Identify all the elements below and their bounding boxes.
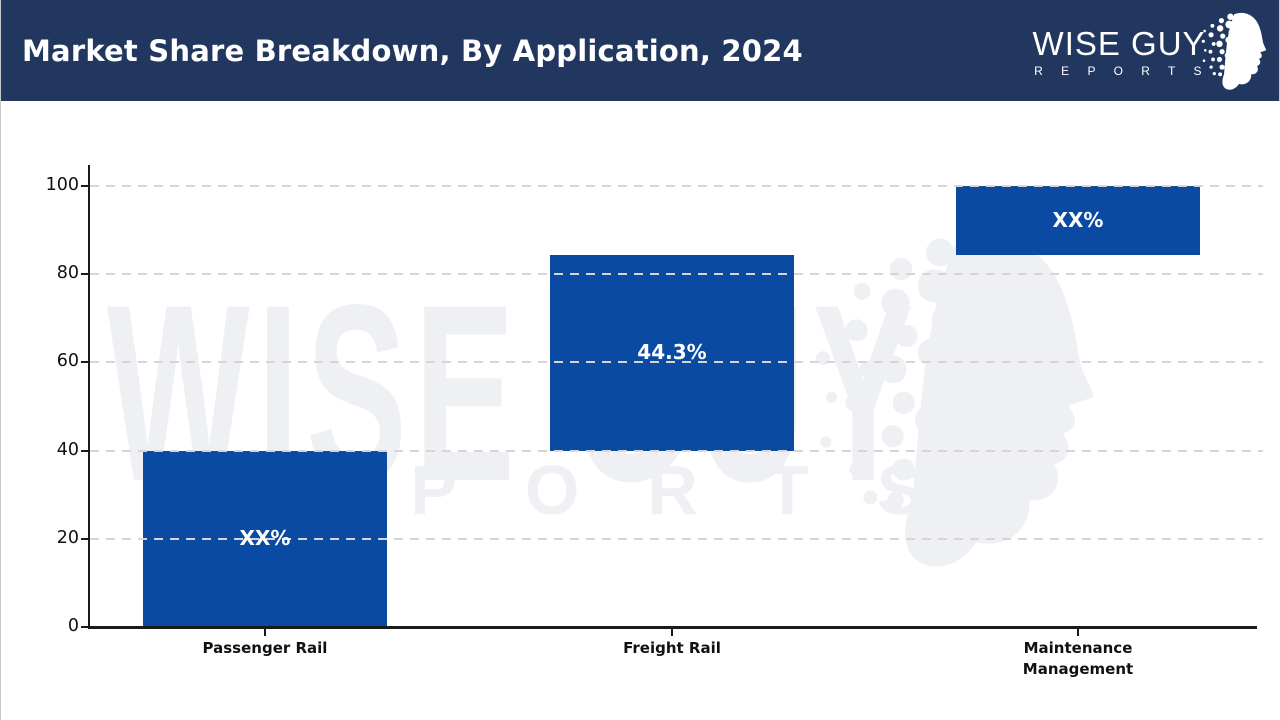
x-axis-line bbox=[88, 626, 1257, 629]
logo-subtitle: R E P O R T S bbox=[1034, 63, 1209, 78]
y-tick-label: 100 bbox=[45, 175, 79, 195]
y-tick-label: 20 bbox=[56, 527, 79, 548]
bar-value-label: 44.3% bbox=[637, 339, 707, 364]
x-category-label: Maintenance Management bbox=[1022, 639, 1134, 678]
header-bar: Market Share Breakdown, By Application, … bbox=[1, 0, 1279, 101]
y-tick-label: 80 bbox=[56, 263, 79, 284]
y-tick-60 bbox=[81, 361, 89, 364]
x-tick bbox=[264, 628, 266, 636]
bar-value-label: XX% bbox=[1052, 207, 1104, 232]
x-category-label: Freight Rail bbox=[623, 639, 721, 657]
y-tick-20 bbox=[81, 537, 89, 540]
logo-text: WISE GUY R E P O R T S bbox=[1029, 25, 1209, 78]
page-title: Market Share Breakdown, By Application, … bbox=[22, 33, 803, 68]
gridline-60 bbox=[90, 361, 1263, 364]
gridline-100 bbox=[90, 185, 1263, 187]
wiseguy-head-icon bbox=[1201, 12, 1267, 90]
bar-value-label: XX% bbox=[239, 525, 291, 550]
y-tick-label: 60 bbox=[56, 351, 79, 372]
x-category-label: Passenger Rail bbox=[202, 639, 328, 657]
logo-wordmark: WISE GUY bbox=[1032, 24, 1206, 62]
gridline-40 bbox=[90, 449, 1263, 452]
chart-area: WISE GUY REPORTS 0 20 40 60 80 100 XX% Passenge… bbox=[1, 101, 1280, 720]
y-axis-line bbox=[88, 165, 90, 629]
bar-segment bbox=[550, 255, 794, 451]
gridline-20 bbox=[90, 537, 1263, 540]
y-tick-80 bbox=[81, 273, 89, 276]
gridline-80 bbox=[90, 273, 1263, 276]
y-tick-label: 0 bbox=[67, 616, 79, 636]
y-tick-40 bbox=[81, 449, 89, 452]
y-tick-0 bbox=[81, 626, 89, 628]
y-tick-100 bbox=[81, 185, 89, 187]
x-tick bbox=[1077, 628, 1079, 636]
wiseguy-logo: WISE GUY R E P O R T S bbox=[1029, 5, 1269, 97]
x-tick bbox=[671, 628, 673, 636]
y-tick-label: 40 bbox=[56, 439, 79, 460]
